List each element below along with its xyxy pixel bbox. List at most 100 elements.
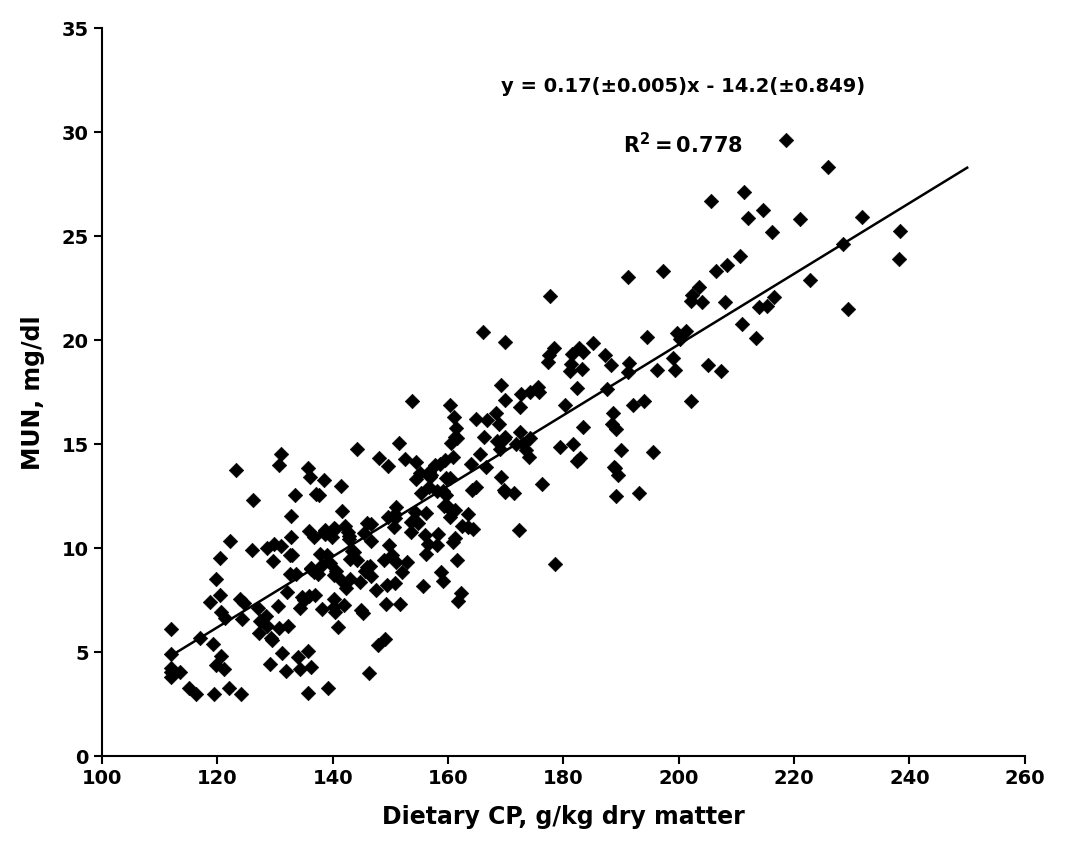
Point xyxy=(281,567,298,581)
Point xyxy=(334,504,351,518)
Point xyxy=(447,430,464,444)
Point xyxy=(739,211,756,224)
Point xyxy=(271,458,288,472)
Point xyxy=(421,470,438,484)
Point xyxy=(530,381,547,394)
Point xyxy=(520,450,537,463)
Point xyxy=(403,515,420,529)
Point xyxy=(475,430,492,444)
Point xyxy=(716,296,733,309)
Point xyxy=(295,592,312,606)
Point xyxy=(301,524,318,537)
Point xyxy=(264,554,281,568)
Point xyxy=(568,382,585,395)
Point xyxy=(306,588,323,602)
Point xyxy=(249,602,266,615)
Point xyxy=(453,519,470,533)
Point xyxy=(259,619,276,632)
Point xyxy=(362,534,379,547)
Point xyxy=(244,494,261,507)
Point xyxy=(376,632,393,646)
Point xyxy=(327,564,344,578)
Point xyxy=(349,553,366,567)
Point xyxy=(306,530,323,544)
Point xyxy=(272,447,289,461)
Point xyxy=(375,553,392,567)
Point xyxy=(257,609,274,623)
Point xyxy=(282,509,300,523)
Point xyxy=(445,536,462,549)
Point xyxy=(691,280,708,294)
Point xyxy=(325,592,342,605)
Point xyxy=(604,406,621,420)
Point xyxy=(236,597,253,610)
Point xyxy=(441,510,458,524)
Point xyxy=(435,484,452,498)
Point xyxy=(336,598,353,612)
Point xyxy=(447,532,464,546)
Point xyxy=(163,670,180,683)
Point xyxy=(434,574,451,587)
Point xyxy=(446,411,463,424)
Point xyxy=(490,417,507,431)
Point xyxy=(407,506,424,519)
Point xyxy=(438,472,455,485)
Point xyxy=(445,450,462,464)
Point xyxy=(478,461,495,474)
Point xyxy=(620,356,637,370)
Point xyxy=(619,365,636,378)
Point xyxy=(415,580,432,593)
Point xyxy=(409,516,426,530)
Point xyxy=(379,459,397,473)
Point xyxy=(678,324,695,337)
Point xyxy=(521,385,538,399)
Point xyxy=(291,662,308,676)
Point xyxy=(413,486,430,500)
Point xyxy=(278,586,295,599)
Point xyxy=(163,623,180,637)
Point xyxy=(521,431,538,445)
Point xyxy=(386,576,403,590)
Point xyxy=(890,252,907,265)
Point xyxy=(333,479,350,493)
Point xyxy=(358,560,375,574)
Point xyxy=(453,586,470,600)
Point xyxy=(758,300,775,314)
Point xyxy=(302,660,319,673)
Point xyxy=(431,457,448,471)
Point xyxy=(426,458,443,472)
Point xyxy=(308,487,325,501)
Point xyxy=(802,274,819,287)
Point xyxy=(279,619,296,632)
Point xyxy=(274,646,291,660)
Point xyxy=(231,592,248,606)
Point xyxy=(305,565,322,579)
Point xyxy=(192,631,209,644)
Point xyxy=(708,264,725,278)
Point xyxy=(575,345,592,359)
Point xyxy=(273,539,290,552)
Point xyxy=(163,648,180,661)
Point xyxy=(287,568,304,581)
Point xyxy=(262,631,279,644)
Point xyxy=(362,559,379,573)
Point xyxy=(201,595,219,609)
Point xyxy=(755,203,772,217)
Point xyxy=(562,365,579,378)
Point xyxy=(302,471,319,484)
Point xyxy=(228,463,245,477)
Point xyxy=(277,664,294,677)
Point xyxy=(339,525,356,539)
Point xyxy=(343,545,360,558)
Point xyxy=(495,483,512,496)
Point xyxy=(474,325,491,338)
Point xyxy=(437,489,454,502)
Point xyxy=(564,437,581,451)
Point xyxy=(349,443,366,456)
Point xyxy=(313,558,330,571)
Point xyxy=(422,468,439,482)
Point xyxy=(381,538,398,552)
Point xyxy=(385,520,402,534)
Point xyxy=(763,225,780,239)
Point xyxy=(403,394,420,408)
